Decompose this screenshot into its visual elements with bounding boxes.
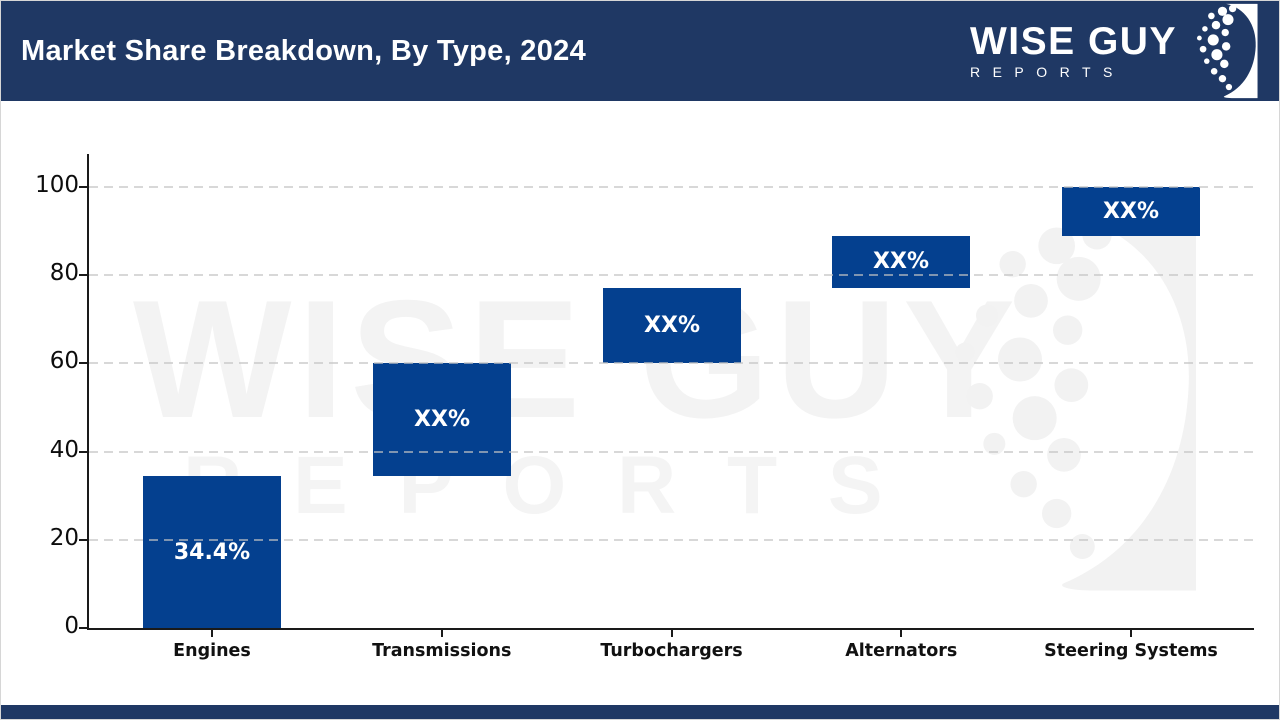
bar-turbochargers: XX% — [603, 288, 741, 364]
gridline-60 — [89, 362, 1254, 365]
bar-alternators: XX% — [832, 235, 970, 289]
bar-value-label-alternators: XX% — [873, 249, 929, 275]
bar-transmissions: XX% — [373, 363, 511, 477]
x-category-label-steering-systems: Steering Systems — [1044, 641, 1218, 661]
y-tick-label-100: 100 — [35, 172, 79, 198]
y-tick-mark-100 — [79, 186, 87, 188]
x-tick-mark-turbochargers — [670, 630, 673, 637]
logo-subtext: REPORTS — [969, 63, 1125, 80]
bar-steering-systems: XX% — [1062, 187, 1200, 236]
wiseguy-head-icon — [1196, 3, 1258, 99]
x-axis-spine — [87, 628, 1254, 630]
watermark-wordmark: WISE GUY — [133, 265, 1022, 453]
x-tick-mark-engines — [211, 630, 213, 637]
bar-value-label-engines: 34.4% — [173, 539, 251, 565]
bar-value-label-steering-systems: XX% — [1103, 198, 1159, 224]
y-tick-label-60: 60 — [49, 348, 79, 375]
x-category-label-transmissions: Transmissions — [372, 641, 512, 661]
gridline-100 — [89, 186, 1254, 188]
footer-bar — [1, 705, 1279, 719]
bar-value-label-transmissions: XX% — [414, 407, 470, 433]
watermark-subtext: R E P O R T S — [183, 440, 897, 531]
y-tick-label-40: 40 — [49, 436, 79, 463]
y-tick-label-20: 20 — [49, 524, 79, 551]
header-bar: Market Share Breakdown, By Type, 2024 WI… — [1, 1, 1279, 101]
wise-guy-reports-logo: WISE GUY REPORTS — [970, 3, 1259, 99]
y-tick-mark-80 — [79, 274, 87, 277]
y-tick-label-0: 0 — [64, 613, 79, 639]
page-title: Market Share Breakdown, By Type, 2024 — [21, 34, 587, 67]
x-category-label-engines: Engines — [173, 641, 251, 661]
y-tick-mark-0 — [79, 627, 87, 629]
bar-value-label-turbochargers: XX% — [644, 313, 700, 339]
logo-wordmark: WISE GUY — [969, 20, 1177, 64]
x-category-label-alternators: Alternators — [845, 641, 958, 661]
gridline-80 — [89, 274, 1254, 277]
watermark-head-icon — [955, 216, 1196, 591]
x-tick-mark-alternators — [900, 630, 903, 637]
gridline-40 — [89, 450, 1254, 453]
y-axis-spine — [87, 154, 89, 630]
y-tick-mark-40 — [79, 450, 87, 453]
x-tick-mark-steering-systems — [1130, 630, 1132, 637]
x-category-label-turbochargers: Turbochargers — [600, 641, 743, 661]
gridline-20 — [89, 538, 1254, 541]
y-tick-mark-60 — [79, 362, 87, 365]
y-tick-mark-20 — [79, 538, 87, 541]
bar-engines: 34.4% — [143, 476, 281, 628]
y-tick-label-80: 80 — [49, 260, 79, 287]
x-tick-mark-transmissions — [440, 630, 443, 637]
